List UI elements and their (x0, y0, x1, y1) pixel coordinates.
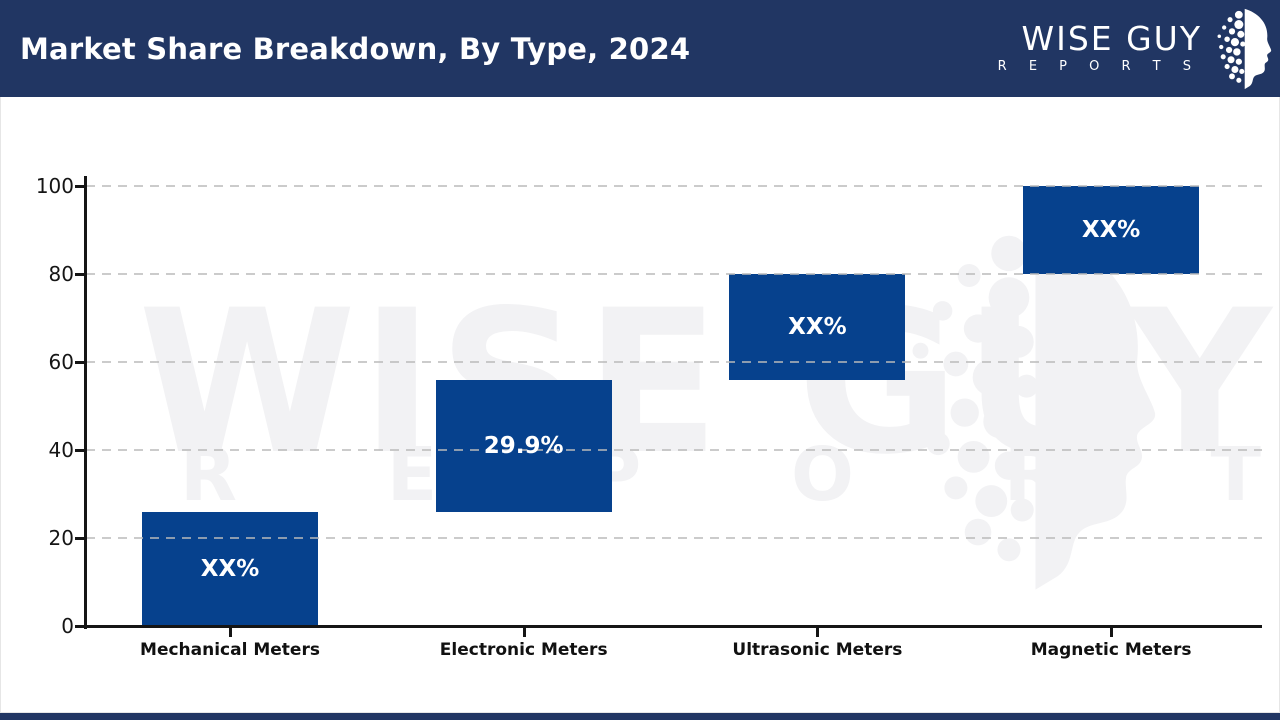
wiseguy-head-icon (1217, 8, 1272, 90)
plot-frame-border (0, 97, 1280, 713)
gridline-y40 (86, 449, 1262, 451)
gridline-y100 (86, 185, 1262, 187)
gridline-y20 (86, 537, 1262, 539)
x-axis-tick (522, 628, 526, 637)
y-axis-tick-label: 60 (48, 350, 74, 374)
waterfall-bar-3 (729, 274, 906, 381)
x-axis-spine (84, 625, 1262, 628)
y-axis-tick (75, 185, 86, 188)
y-axis-tick-label: 20 (48, 526, 74, 550)
y-axis-tick (75, 273, 86, 276)
logo-text-line2: R E P O R T S (997, 59, 1200, 74)
x-axis-tick (1110, 628, 1114, 637)
x-category-label: Mechanical Meters (140, 640, 320, 660)
y-axis-tick-label: 100 (35, 174, 74, 198)
bar-value-label: 29.9% (483, 432, 564, 459)
y-axis-tick-label: 80 (48, 262, 74, 286)
x-axis-tick (229, 628, 232, 637)
watermark-text-line1: WISE GUY (138, 267, 1276, 498)
x-category-label: Ultrasonic Meters (732, 640, 903, 660)
x-category-label: Magnetic Meters (1030, 640, 1192, 660)
y-axis-tick (75, 537, 86, 540)
y-axis-tick (75, 361, 86, 364)
gridline-y80 (86, 273, 1262, 275)
x-category-label: Electronic Meters (439, 640, 608, 660)
y-axis-tick-label: 0 (61, 614, 74, 638)
watermark-head-icon (912, 226, 1156, 590)
y-axis-tick (75, 625, 86, 628)
footer-bar (0, 713, 1280, 720)
waterfall-bar-4 (1023, 186, 1200, 274)
waterfall-bar-1 (142, 511, 318, 626)
y-axis-spine (84, 176, 87, 629)
bar-value-label: XX% (1081, 217, 1141, 243)
bar-value-label: XX% (788, 314, 847, 341)
chart-title: Market Share Breakdown, By Type, 2024 (20, 31, 691, 66)
y-axis-tick-label: 40 (48, 438, 74, 462)
y-axis-tick (75, 449, 86, 452)
waterfall-bar-2 (435, 380, 612, 512)
gridline-y60 (86, 361, 1262, 363)
bar-value-label: XX% (200, 555, 260, 582)
wiseguy-logo: WISE GUY R E P O R T S (997, 19, 1202, 75)
watermark-text-line2: R E P O R T S (180, 432, 1280, 518)
header-bar: Market Share Breakdown, By Type, 2024 WI… (0, 0, 1280, 97)
logo-text-line1: WISE GUY (1021, 19, 1202, 58)
x-axis-tick (816, 628, 820, 637)
